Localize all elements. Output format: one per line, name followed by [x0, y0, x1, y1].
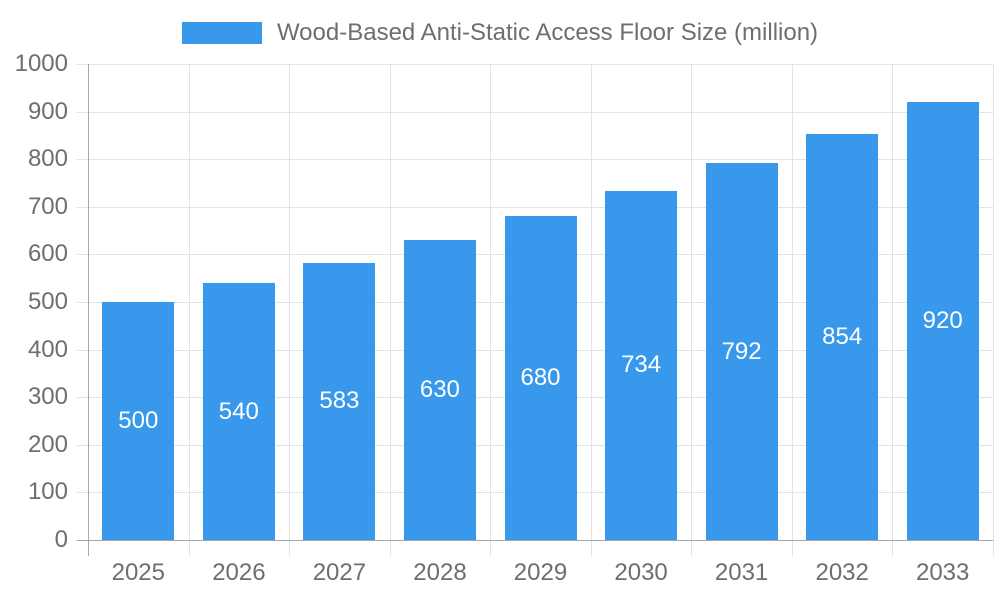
bar-value-label: 854	[822, 322, 863, 350]
bar-value-label: 583	[319, 387, 360, 415]
y-tick-label: 1000	[14, 50, 68, 77]
x-tick-label: 2029	[513, 559, 568, 586]
x-tick-label: 2027	[312, 559, 367, 586]
legend-label: Wood-Based Anti-Static Access Floor Size…	[276, 19, 819, 46]
x-tick-label: 2025	[111, 559, 165, 586]
bar[interactable]: 680	[504, 216, 577, 540]
bar-value-label: 734	[621, 351, 662, 379]
y-tick-label: 400	[27, 336, 68, 363]
x-tick-label: 2030	[614, 559, 668, 586]
v-gridline	[792, 64, 793, 556]
v-gridline	[289, 64, 290, 556]
bar-value-label: 792	[721, 337, 762, 365]
y-axis-line	[88, 64, 89, 556]
legend-swatch	[181, 22, 262, 44]
v-gridline	[490, 64, 491, 556]
v-gridline	[892, 64, 893, 556]
x-tick-label: 2028	[413, 559, 467, 586]
x-tick-label: 2026	[212, 559, 266, 586]
v-gridline	[591, 64, 592, 556]
bar[interactable]: 500	[102, 302, 175, 540]
y-tick-label: 700	[27, 193, 68, 220]
y-tick-label: 0	[54, 526, 68, 553]
bar[interactable]: 583	[303, 262, 376, 540]
x-axis-line	[77, 540, 993, 541]
bar[interactable]: 920	[906, 102, 979, 540]
x-tick-label: 2031	[714, 559, 769, 586]
h-gridline	[77, 64, 993, 65]
bar-value-label: 680	[520, 364, 561, 392]
bar[interactable]: 734	[605, 190, 678, 540]
bar-value-label: 630	[419, 376, 460, 404]
y-tick-label: 900	[27, 98, 68, 125]
bar[interactable]: 792	[705, 163, 778, 540]
h-gridline	[77, 207, 993, 208]
x-tick-label: 2032	[815, 559, 869, 586]
h-gridline	[77, 112, 993, 113]
y-tick-label: 600	[27, 240, 68, 267]
legend[interactable]: Wood-Based Anti-Static Access Floor Size…	[0, 19, 1000, 47]
y-tick-label: 200	[27, 431, 68, 458]
h-gridline	[77, 159, 993, 160]
y-tick-label: 300	[27, 383, 68, 410]
y-tick-label: 800	[27, 145, 68, 172]
bar-value-label: 540	[218, 397, 259, 425]
y-tick-label: 500	[27, 288, 68, 315]
bar[interactable]: 540	[202, 283, 275, 540]
v-gridline	[993, 64, 994, 556]
v-gridline	[189, 64, 190, 556]
bar-value-label: 500	[118, 407, 159, 434]
bar[interactable]: 630	[403, 240, 476, 540]
x-tick-label: 2033	[915, 559, 970, 586]
bar-value-label: 920	[922, 307, 963, 335]
v-gridline	[390, 64, 391, 556]
y-tick-label: 100	[27, 478, 68, 505]
bar[interactable]: 854	[806, 133, 879, 540]
v-gridline	[691, 64, 692, 556]
